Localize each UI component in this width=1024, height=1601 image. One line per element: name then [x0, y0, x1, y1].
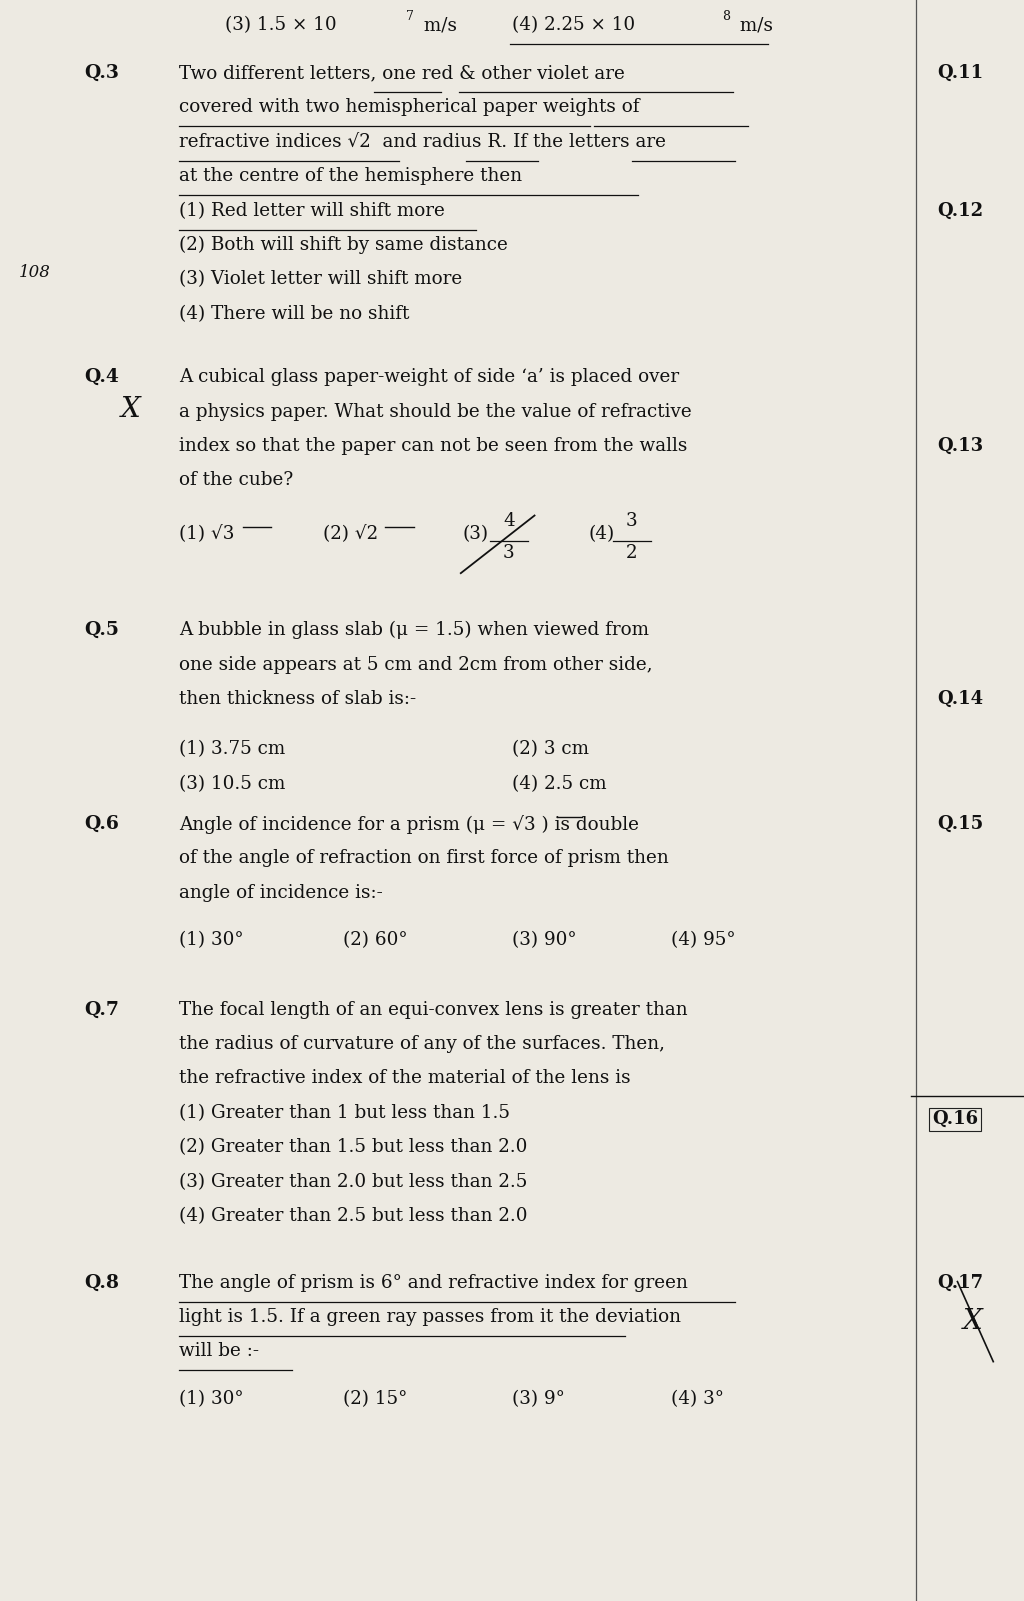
Text: of the cube?: of the cube? [179, 471, 294, 490]
Text: (2) 3 cm: (2) 3 cm [512, 740, 589, 759]
Text: A bubble in glass slab (μ = 1.5) when viewed from: A bubble in glass slab (μ = 1.5) when vi… [179, 621, 649, 639]
Text: (4) There will be no shift: (4) There will be no shift [179, 304, 410, 323]
Text: Q.11: Q.11 [937, 64, 983, 82]
Text: (1) √3: (1) √3 [179, 525, 234, 543]
Text: one side appears at 5 cm and 2cm from other side,: one side appears at 5 cm and 2cm from ot… [179, 655, 653, 674]
Text: 108: 108 [18, 264, 50, 282]
Text: of the angle of refraction on first force of prism then: of the angle of refraction on first forc… [179, 849, 669, 868]
Text: (1) Red letter will shift more: (1) Red letter will shift more [179, 202, 445, 219]
Text: Q.5: Q.5 [84, 621, 119, 639]
Text: then thickness of slab is:-: then thickness of slab is:- [179, 690, 417, 708]
Text: 2: 2 [626, 544, 638, 562]
Text: light is 1.5. If a green ray passes from it the deviation: light is 1.5. If a green ray passes from… [179, 1308, 681, 1326]
Text: 7: 7 [406, 10, 414, 22]
Text: (1) 30°: (1) 30° [179, 932, 244, 949]
Text: Q.8: Q.8 [84, 1274, 119, 1292]
Text: Two different letters, one red & other violet are: Two different letters, one red & other v… [179, 64, 625, 82]
Text: (3) Violet letter will shift more: (3) Violet letter will shift more [179, 271, 463, 288]
Text: Q.16: Q.16 [932, 1111, 978, 1129]
Text: (4): (4) [589, 525, 615, 543]
Text: (2) 60°: (2) 60° [343, 932, 408, 949]
Text: covered with two hemispherical paper weights of: covered with two hemispherical paper wei… [179, 99, 640, 117]
Text: Q.7: Q.7 [84, 1001, 119, 1018]
Text: a physics paper. What should be the value of refractive: a physics paper. What should be the valu… [179, 403, 692, 421]
Text: will be :-: will be :- [179, 1342, 259, 1361]
Text: (4) 2.5 cm: (4) 2.5 cm [512, 775, 606, 792]
Text: at the centre of the hemisphere then: at the centre of the hemisphere then [179, 168, 522, 186]
Text: Q.14: Q.14 [937, 690, 983, 708]
Text: (1) 30°: (1) 30° [179, 1390, 244, 1407]
Text: Q.13: Q.13 [937, 437, 983, 455]
Text: the radius of curvature of any of the surfaces. Then,: the radius of curvature of any of the su… [179, 1034, 666, 1053]
Text: (2) 15°: (2) 15° [343, 1390, 408, 1407]
Text: (2) Greater than 1.5 but less than 2.0: (2) Greater than 1.5 but less than 2.0 [179, 1138, 527, 1156]
Text: (3) 10.5 cm: (3) 10.5 cm [179, 775, 286, 792]
Text: The focal length of an equi-convex lens is greater than: The focal length of an equi-convex lens … [179, 1001, 688, 1018]
Text: Q.15: Q.15 [937, 815, 983, 833]
Text: the refractive index of the material of the lens is: the refractive index of the material of … [179, 1069, 631, 1087]
Text: (3) 90°: (3) 90° [512, 932, 577, 949]
Text: refractive indices √2  and radius R. If the letters are: refractive indices √2 and radius R. If t… [179, 133, 667, 150]
Text: Q.12: Q.12 [937, 202, 983, 219]
Text: (4) Greater than 2.5 but less than 2.0: (4) Greater than 2.5 but less than 2.0 [179, 1207, 527, 1225]
Text: X: X [963, 1308, 982, 1335]
Text: (2) Both will shift by same distance: (2) Both will shift by same distance [179, 235, 508, 255]
Text: A cubical glass paper-weight of side ‘a’ is placed over: A cubical glass paper-weight of side ‘a’… [179, 368, 679, 386]
Text: (3) Greater than 2.0 but less than 2.5: (3) Greater than 2.0 but less than 2.5 [179, 1172, 527, 1191]
Text: Q.17: Q.17 [937, 1274, 983, 1292]
Text: (4) 2.25 × 10: (4) 2.25 × 10 [512, 16, 635, 34]
Text: (3) 1.5 × 10: (3) 1.5 × 10 [225, 16, 337, 34]
Text: (2) √2: (2) √2 [323, 525, 378, 543]
Text: m/s: m/s [418, 16, 457, 34]
Text: angle of incidence is:-: angle of incidence is:- [179, 884, 383, 901]
Text: 8: 8 [722, 10, 730, 22]
Text: 4: 4 [503, 512, 515, 530]
Text: (4) 95°: (4) 95° [671, 932, 735, 949]
Text: index so that the paper can not be seen from the walls: index so that the paper can not be seen … [179, 437, 687, 455]
Text: Q.3: Q.3 [84, 64, 119, 82]
Text: The angle of prism is 6° and refractive index for green: The angle of prism is 6° and refractive … [179, 1274, 688, 1292]
Text: 3: 3 [626, 512, 638, 530]
Text: (4) 3°: (4) 3° [671, 1390, 724, 1407]
Text: Q.6: Q.6 [84, 815, 119, 833]
Text: m/s: m/s [734, 16, 773, 34]
Text: (3) 9°: (3) 9° [512, 1390, 565, 1407]
Text: Q.4: Q.4 [84, 368, 119, 386]
Text: (3): (3) [463, 525, 489, 543]
Text: 3: 3 [503, 544, 515, 562]
Text: X: X [121, 395, 140, 423]
Text: (1) Greater than 1 but less than 1.5: (1) Greater than 1 but less than 1.5 [179, 1105, 510, 1122]
Text: (1) 3.75 cm: (1) 3.75 cm [179, 740, 286, 759]
Text: Angle of incidence for a prism (μ = √3 ) is double: Angle of incidence for a prism (μ = √3 )… [179, 815, 639, 834]
